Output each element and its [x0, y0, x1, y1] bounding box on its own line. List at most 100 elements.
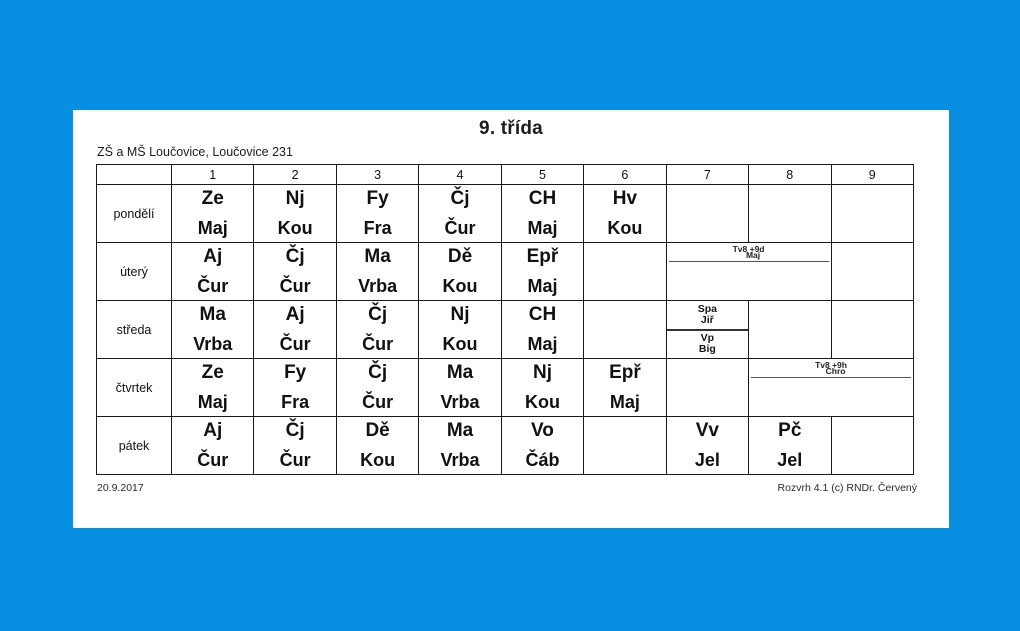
lesson-content: CH Maj [502, 301, 583, 358]
lesson-cell[interactable]: Čj Čur [253, 416, 337, 475]
lesson-cell[interactable]: Aj Čur [170, 416, 255, 475]
lesson-cell[interactable]: CH Maj [500, 300, 585, 359]
empty-lesson-cell[interactable] [748, 300, 832, 359]
lesson-cell[interactable]: Pč Jel [748, 416, 832, 475]
lesson-subject: Čj [368, 304, 388, 325]
lesson-content: Ma Vrba [172, 301, 253, 358]
period-header-1: 1 [170, 164, 255, 185]
lesson-teacher: Čur [279, 276, 311, 296]
lesson-cell[interactable]: Fy Fra [335, 184, 420, 243]
lesson-content: Aj Čur [254, 301, 335, 358]
lesson-cell[interactable]: Nj Kou [253, 184, 337, 243]
lesson-cell[interactable]: Hv Kou [583, 184, 667, 243]
split-lesson-top[interactable]: Spa Jiř [666, 301, 749, 331]
lesson-content: Dě Kou [337, 417, 418, 474]
lesson-teacher: Čur [362, 392, 394, 412]
empty-lesson-cell[interactable] [830, 416, 914, 475]
group-lesson-teacher: Chro [825, 366, 846, 376]
lesson-cell[interactable]: Dě Kou [418, 242, 502, 301]
lesson-subject: CH [528, 304, 557, 325]
lesson-cell[interactable]: Čj Čur [335, 300, 420, 359]
lesson-subject: Fy [284, 362, 307, 383]
lesson-teacher: Čur [197, 450, 229, 470]
lesson-cell[interactable]: Vo Čáb [500, 416, 585, 475]
lesson-teacher: Vrba [358, 276, 398, 296]
lesson-content: Čj Čur [254, 417, 335, 474]
lesson-teacher: Fra [363, 218, 392, 238]
lesson-cell[interactable]: Epř Maj [500, 242, 585, 301]
lesson-content: CH Maj [502, 185, 583, 242]
empty-lesson-cell[interactable] [748, 184, 832, 243]
lesson-cell[interactable]: Vv Jel [665, 416, 750, 475]
lesson-subject: Pč [778, 420, 802, 441]
timetable-row: čtvrtek Ze Maj Fy Fra Čj Čur Ma Vrba Nj Kou Epř Maj T… [96, 358, 914, 417]
empty-lesson-cell[interactable] [665, 184, 750, 243]
lesson-cell[interactable]: Aj Čur [253, 300, 337, 359]
period-header-4: 4 [418, 164, 502, 185]
lesson-cell[interactable]: Ze Maj [170, 358, 255, 417]
lesson-teacher: Čur [444, 218, 476, 238]
lesson-subject: Nj [450, 304, 470, 325]
empty-lesson-cell[interactable] [830, 184, 914, 243]
lesson-cell[interactable]: Dě Kou [335, 416, 420, 475]
empty-lesson-cell[interactable] [583, 242, 667, 301]
lesson-cell[interactable]: Fy Fra [253, 358, 337, 417]
lesson-teacher: Maj [197, 392, 228, 412]
split-lesson-cell[interactable]: Spa Jiř Vp Big [665, 300, 750, 359]
group-lesson-label: Tv8 +9h [815, 360, 847, 371]
lesson-teacher: Čáb [525, 450, 560, 470]
lesson-subject: Aj [203, 246, 223, 267]
period-header-8: 8 [748, 164, 832, 185]
lesson-teacher: Jel [777, 450, 803, 470]
lesson-teacher: Maj [527, 334, 558, 354]
empty-lesson-cell[interactable] [830, 300, 914, 359]
lesson-cell[interactable]: Čj Čur [253, 242, 337, 301]
lesson-subject: Fy [366, 188, 389, 209]
lesson-subject: Dě [365, 420, 390, 441]
split-lesson-bottom[interactable]: Vp Big [667, 331, 748, 359]
lesson-cell[interactable]: Ma Vrba [418, 416, 502, 475]
period-header-6: 6 [583, 164, 667, 185]
lesson-teacher: Čur [197, 276, 229, 296]
lesson-subject: Ma [446, 420, 474, 441]
day-label-3: čtvrtek [96, 358, 172, 417]
lesson-content: Čj Čur [337, 301, 418, 358]
lesson-content: Pč Jel [749, 417, 830, 474]
lesson-cell[interactable]: Aj Čur [170, 242, 255, 301]
empty-lesson-cell[interactable] [583, 300, 667, 359]
lesson-cell[interactable]: Čj Čur [418, 184, 502, 243]
lesson-cell[interactable]: Ma Vrba [418, 358, 502, 417]
period-header-3: 3 [335, 164, 420, 185]
lesson-content: Epř Maj [584, 359, 665, 416]
period-header-7: 7 [665, 164, 750, 185]
split-bottom-teacher: Big [698, 343, 716, 356]
lesson-cell[interactable]: Ma Vrba [335, 242, 420, 301]
lesson-content: Vo Čáb [502, 417, 583, 474]
lesson-content: Epř Maj [502, 243, 583, 300]
split-lesson-content: Spa Jiř Vp Big [666, 301, 749, 359]
page-title: 9. třída [479, 118, 543, 139]
group-lesson-cell[interactable]: Tv8 +9h Chro [748, 358, 914, 417]
lesson-cell[interactable]: Ze Maj [170, 184, 255, 243]
lesson-content: Fy Fra [337, 185, 418, 242]
lesson-subject: Hv [612, 188, 638, 209]
group-lesson-cell[interactable]: Tv8 +9d Maj [665, 242, 832, 301]
lesson-cell[interactable]: Nj Kou [500, 358, 585, 417]
group-lesson-banner: Tv8 +9d Maj [668, 244, 829, 262]
lesson-cell[interactable]: Ma Vrba [170, 300, 255, 359]
lesson-teacher: Kou [442, 276, 478, 296]
lesson-cell[interactable]: Epř Maj [583, 358, 667, 417]
lesson-subject: Epř [526, 246, 559, 267]
lesson-cell[interactable]: Nj Kou [418, 300, 502, 359]
lesson-subject: Vv [695, 420, 719, 441]
empty-lesson-cell[interactable] [583, 416, 667, 475]
lesson-cell[interactable]: Čj Čur [335, 358, 420, 417]
lesson-content: Nj Kou [502, 359, 583, 416]
lesson-cell[interactable]: CH Maj [500, 184, 585, 243]
empty-lesson-cell[interactable] [665, 358, 750, 417]
period-header-5: 5 [500, 164, 585, 185]
timetable-row: pondělí Ze Maj Nj Kou Fy Fra Čj Čur CH Maj Hv Kou [96, 184, 914, 243]
empty-lesson-cell[interactable] [830, 242, 914, 301]
lesson-content: Ma Vrba [337, 243, 418, 300]
